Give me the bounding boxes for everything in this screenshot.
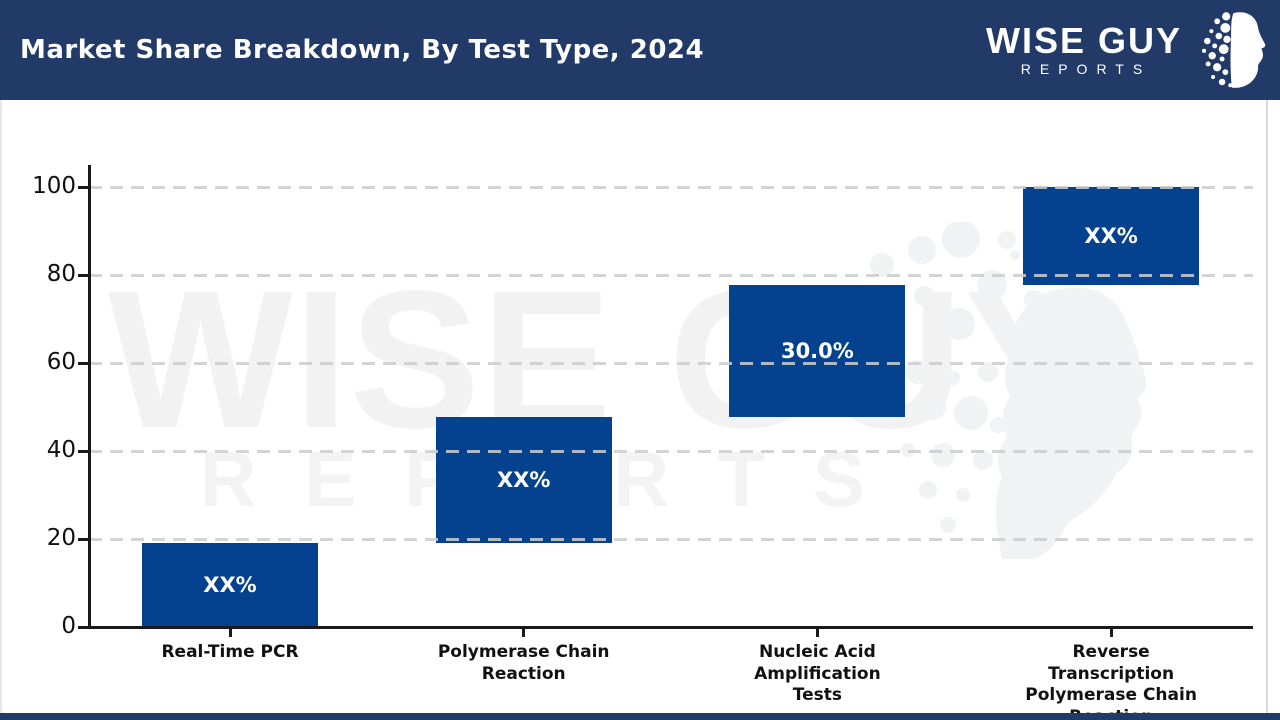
page-title: Market Share Breakdown, By Test Type, 20… xyxy=(20,35,705,65)
y-tick-mark xyxy=(78,537,89,541)
bar-segment: XX% xyxy=(142,543,318,627)
brand-face-icon xyxy=(1201,12,1266,88)
x-tick-mark xyxy=(522,628,526,637)
brand-name: WISE GUY xyxy=(985,20,1182,61)
bar-segment: XX% xyxy=(1023,187,1200,286)
bar-value-label: XX% xyxy=(496,468,551,493)
bar-value-label: XX% xyxy=(203,573,257,598)
brand-subname: REPORTS xyxy=(1020,61,1152,77)
y-tick-mark xyxy=(78,361,89,365)
footer-bar xyxy=(0,713,1280,720)
y-tick-mark xyxy=(78,449,89,453)
gridline xyxy=(89,449,1253,453)
y-tick-label: 40 xyxy=(46,437,76,463)
x-category-label: Real-Time PCR xyxy=(161,642,299,662)
bar-segment: XX% xyxy=(435,417,612,544)
y-tick-label: 80 xyxy=(46,261,76,287)
gridline xyxy=(89,273,1253,277)
brand-logo-text: WISE GUY REPORTS xyxy=(985,20,1182,78)
y-axis-spine xyxy=(88,165,91,629)
x-category-label: Polymerase Chain Reaction xyxy=(437,642,610,684)
y-tick-label: 20 xyxy=(46,525,76,551)
y-tick-mark xyxy=(78,625,89,629)
y-tick-mark xyxy=(78,273,89,277)
left-edge-border xyxy=(0,100,2,720)
x-category-label: Reverse Transcription Polymerase Chain R… xyxy=(1025,642,1197,720)
y-tick-label: 60 xyxy=(46,349,76,375)
y-tick-mark xyxy=(78,185,89,189)
right-edge-border xyxy=(1266,100,1268,720)
bar-value-label: XX% xyxy=(1084,224,1138,249)
bar-segment: 30.0% xyxy=(729,285,906,418)
watermark-face-icon xyxy=(870,222,1147,559)
y-tick-label: 0 xyxy=(61,613,76,639)
gridline xyxy=(89,361,1253,365)
gridline xyxy=(89,185,1253,189)
bar-value-label: 30.0% xyxy=(780,339,854,364)
brand-logo: WISE GUY REPORTS xyxy=(986,8,1280,92)
x-category-label: Nucleic Acid Amplification Tests xyxy=(754,642,881,705)
y-tick-label: 100 xyxy=(32,173,76,199)
x-axis-spine xyxy=(80,626,1253,629)
gridline xyxy=(89,537,1253,541)
x-tick-mark xyxy=(815,628,819,637)
x-tick-mark xyxy=(1109,628,1113,637)
header-bar: Market Share Breakdown, By Test Type, 20… xyxy=(0,0,1280,100)
x-tick-mark xyxy=(228,628,232,637)
